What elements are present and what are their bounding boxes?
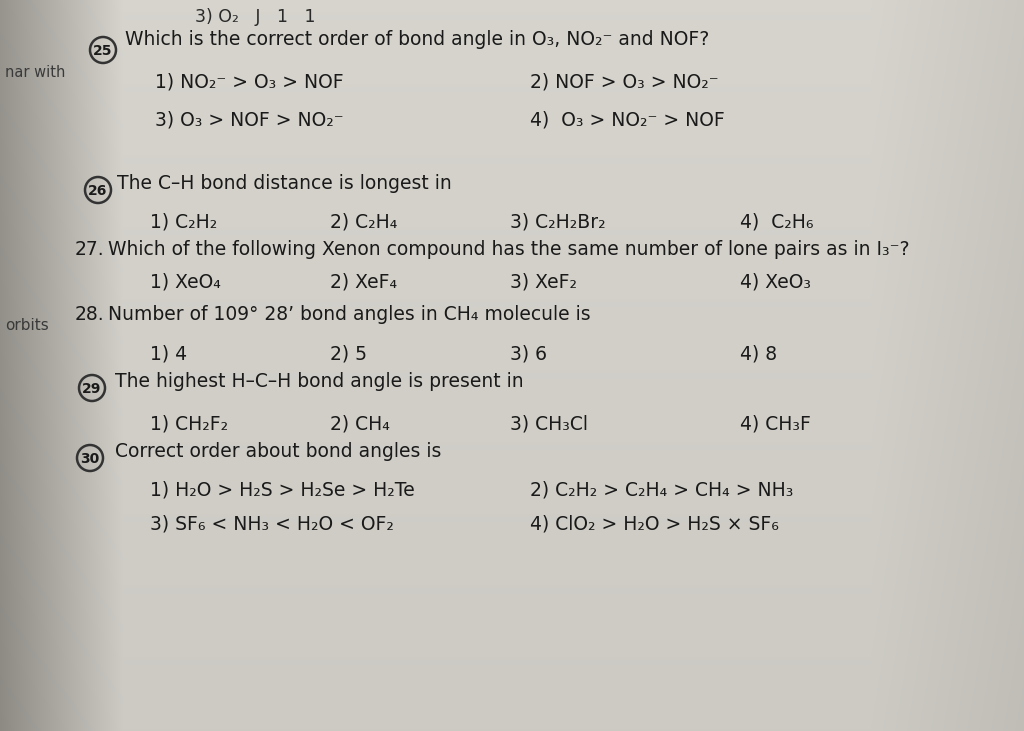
Text: Which of the following Xenon compound has the same number of lone pairs as in I₃: Which of the following Xenon compound ha… [108, 240, 909, 259]
Text: The highest H–C–H bond angle is present in: The highest H–C–H bond angle is present … [115, 372, 523, 391]
Text: Number of 109° 28’ bond angles in CH₄ molecule is: Number of 109° 28’ bond angles in CH₄ mo… [108, 305, 591, 324]
Text: 3) O₂   J   1   1: 3) O₂ J 1 1 [195, 8, 315, 26]
Text: 26: 26 [88, 184, 108, 198]
Text: 27.: 27. [75, 240, 104, 259]
Text: 1) H₂O > H₂S > H₂Se > H₂Te: 1) H₂O > H₂S > H₂Se > H₂Te [150, 480, 415, 499]
Text: 25: 25 [93, 44, 113, 58]
Text: Correct order about bond angles is: Correct order about bond angles is [115, 442, 441, 461]
Text: 2) XeF₄: 2) XeF₄ [330, 272, 397, 291]
Text: 4) CH₃F: 4) CH₃F [740, 415, 811, 434]
Text: nar with: nar with [5, 65, 66, 80]
Text: 3) SF₆ < NH₃ < H₂O < OF₂: 3) SF₆ < NH₃ < H₂O < OF₂ [150, 515, 394, 534]
Text: 3) C₂H₂Br₂: 3) C₂H₂Br₂ [510, 213, 605, 232]
Text: 4) 8: 4) 8 [740, 345, 777, 364]
Text: Which is the correct order of bond angle in O₃, NO₂⁻ and NOF?: Which is the correct order of bond angle… [125, 30, 710, 49]
Text: 2) CH₄: 2) CH₄ [330, 415, 390, 434]
Text: 29: 29 [82, 382, 101, 396]
Text: 1) C₂H₂: 1) C₂H₂ [150, 213, 217, 232]
Text: 1) NO₂⁻ > O₃ > NOF: 1) NO₂⁻ > O₃ > NOF [155, 72, 344, 91]
Text: orbits: orbits [5, 318, 49, 333]
Text: 4) XeO₃: 4) XeO₃ [740, 272, 811, 291]
Text: 4) ClO₂ > H₂O > H₂S × SF₆: 4) ClO₂ > H₂O > H₂S × SF₆ [530, 515, 779, 534]
Text: 2) NOF > O₃ > NO₂⁻: 2) NOF > O₃ > NO₂⁻ [530, 72, 719, 91]
Text: 1) 4: 1) 4 [150, 345, 187, 364]
Text: 28.: 28. [75, 305, 104, 324]
Text: 1) CH₂F₂: 1) CH₂F₂ [150, 415, 228, 434]
Text: 4)  C₂H₆: 4) C₂H₆ [740, 213, 813, 232]
Text: 2) 5: 2) 5 [330, 345, 367, 364]
Text: 2) C₂H₄: 2) C₂H₄ [330, 213, 397, 232]
Text: 3) 6: 3) 6 [510, 345, 547, 364]
Text: The C–H bond distance is longest in: The C–H bond distance is longest in [117, 174, 452, 193]
Text: 1) XeO₄: 1) XeO₄ [150, 272, 221, 291]
Text: 3) XeF₂: 3) XeF₂ [510, 272, 577, 291]
Text: 2) C₂H₂ > C₂H₄ > CH₄ > NH₃: 2) C₂H₂ > C₂H₄ > CH₄ > NH₃ [530, 480, 794, 499]
Text: 3) O₃ > NOF > NO₂⁻: 3) O₃ > NOF > NO₂⁻ [155, 110, 344, 129]
Text: 30: 30 [80, 452, 99, 466]
Text: 3) CH₃Cl: 3) CH₃Cl [510, 415, 588, 434]
Text: 4)  O₃ > NO₂⁻ > NOF: 4) O₃ > NO₂⁻ > NOF [530, 110, 725, 129]
